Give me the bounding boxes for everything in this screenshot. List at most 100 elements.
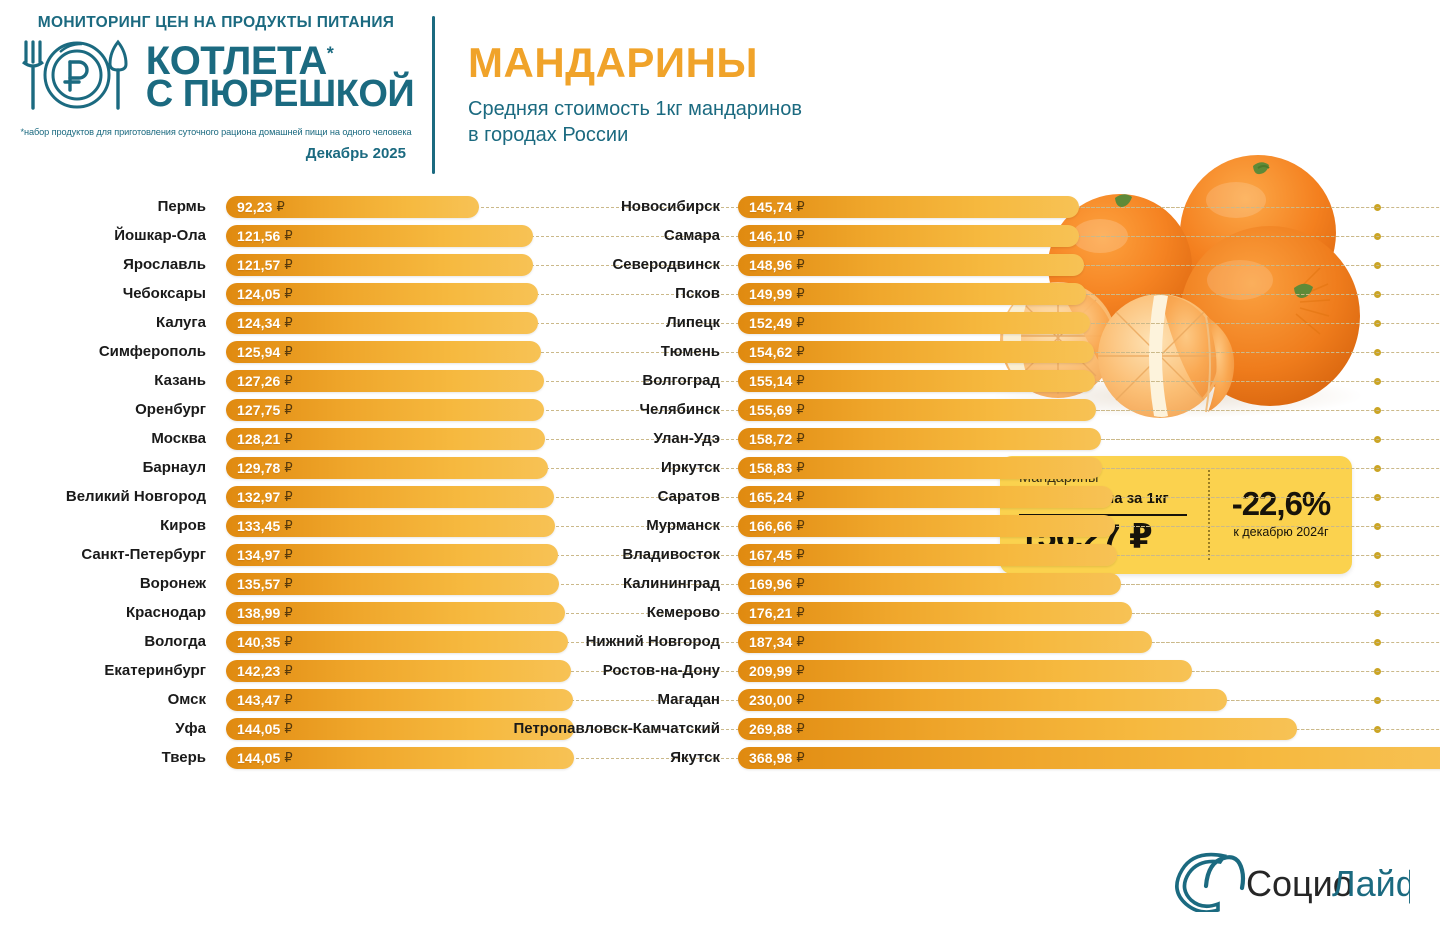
currency-symbol: ₽ [284, 431, 293, 446]
city-label: Саратов [657, 488, 720, 505]
city-label: Иркутск [661, 459, 720, 476]
city-label: Магадан [657, 691, 720, 708]
price-value: 132,97 [237, 489, 281, 505]
currency-symbol: ₽ [796, 460, 805, 475]
price-value: 145,74 [749, 199, 793, 215]
chart-row: Саратов 165,24 ₽ [418, 486, 1440, 515]
city-label: Нижний Новгород [585, 633, 720, 650]
city-label: Великий Новгород [65, 488, 206, 505]
price-bar: 176,21 ₽ [738, 602, 1133, 624]
price-value: 154,62 [749, 344, 793, 360]
price-bar: 368,98 ₽ [738, 747, 1440, 769]
price-value: 133,45 [237, 518, 281, 534]
page-subtitle-line2: в городах России [468, 123, 629, 146]
chart-row: Улан-Удэ 158,72 ₽ [418, 428, 1440, 457]
currency-symbol: ₽ [284, 402, 293, 417]
price-value: 269,88 [749, 721, 793, 737]
city-label: Калининград [622, 575, 720, 592]
chart-row: Петропавловск-Камчатский 269,88 ₽ [418, 718, 1440, 747]
city-label: Липецк [666, 314, 720, 331]
city-label: Волгоград [642, 372, 720, 389]
city-label: Екатеринбург [104, 662, 206, 679]
city-label: Киров [160, 517, 206, 534]
leader-line [738, 265, 1440, 266]
price-bar: 187,34 ₽ [738, 631, 1152, 653]
currency-symbol: ₽ [796, 373, 805, 388]
city-label: Мурманск [646, 517, 720, 534]
currency-symbol: ₽ [796, 547, 805, 562]
price-bar: 158,83 ₽ [738, 457, 1102, 479]
chart-row: Владивосток 167,45 ₽ [418, 544, 1440, 573]
city-label: Москва [151, 430, 206, 447]
page-title: МАНДАРИНЫ [468, 39, 759, 86]
price-value: 148,96 [749, 257, 793, 273]
city-label: Улан-Удэ [653, 430, 720, 447]
city-label: Тверь [161, 749, 206, 766]
brand-logo-row: КОТЛЕТА* С ПЮРЕШКОЙ [20, 36, 415, 119]
price-bar: 133,45 ₽ [226, 515, 555, 537]
brand-block: МОНИТОРИНГ ЦЕН НА ПРОДУКТЫ ПИТАНИЯ [20, 14, 415, 174]
brand-asterisk: * [326, 43, 334, 64]
summary-card-right: -22,6% к декабрю 2024г [1210, 456, 1352, 574]
price-bar: 127,75 ₽ [226, 399, 545, 421]
price-value: 140,35 [237, 634, 281, 650]
page-subtitle: Средняя стоимость 1кг мандаринов в город… [468, 97, 1008, 148]
price-value: 155,14 [749, 373, 793, 389]
brand-tagline: МОНИТОРИНГ ЦЕН НА ПРОДУКТЫ ПИТАНИЯ [37, 14, 395, 31]
chart-row: Липецк 152,49 ₽ [418, 312, 1440, 341]
price-value: 128,21 [237, 431, 281, 447]
chart-row: Челябинск 155,69 ₽ [418, 399, 1440, 428]
city-label: Вологда [144, 633, 206, 650]
price-value: 125,94 [237, 344, 281, 360]
price-bar: 140,35 ₽ [226, 631, 568, 653]
price-value: 230,00 [749, 692, 793, 708]
price-bar: 129,78 ₽ [226, 457, 549, 479]
header-text-block: МАНДАРИНЫ Средняя стоимость 1кг мандарин… [468, 42, 1008, 148]
city-label: Новосибирск [620, 198, 720, 215]
currency-symbol: ₽ [284, 576, 293, 591]
price-bar: 154,62 ₽ [738, 341, 1095, 363]
price-value: 138,99 [237, 605, 281, 621]
price-value: 158,72 [749, 431, 793, 447]
price-value: 143,47 [237, 692, 281, 708]
currency-symbol: ₽ [284, 228, 293, 243]
city-label: Якутск [670, 749, 720, 766]
summary-change-period: к декабрю 2024г [1233, 525, 1329, 539]
chart-row: Самара 146,10 ₽ [418, 225, 1440, 254]
price-value: 129,78 [237, 460, 281, 476]
brand-date: Декабрь 2025 [305, 145, 406, 162]
price-bar: 132,97 ₽ [226, 486, 554, 508]
chart-row: Иркутск 158,83 ₽ [418, 457, 1440, 486]
city-label: Ростов-на-Дону [602, 662, 720, 679]
currency-symbol: ₽ [276, 199, 285, 214]
price-bar: 152,49 ₽ [738, 312, 1091, 334]
price-bar: 169,96 ₽ [738, 573, 1122, 595]
city-label: Северодвинск [612, 256, 720, 273]
price-value: 187,34 [749, 634, 793, 650]
logo-text-teal: Лайф [1332, 863, 1410, 904]
chart-row: Мурманск 166,66 ₽ [418, 515, 1440, 544]
currency-symbol: ₽ [796, 402, 805, 417]
price-bar: 149,99 ₽ [738, 283, 1087, 305]
brand-name-line1: КОТЛЕТА* [145, 38, 334, 83]
price-bar: 144,05 ₽ [226, 718, 575, 740]
currency-symbol: ₽ [284, 344, 293, 359]
price-value: 124,05 [237, 286, 281, 302]
city-label: Казань [154, 372, 206, 389]
price-value: 92,23 [237, 199, 273, 215]
price-bar: 209,99 ₽ [738, 660, 1192, 682]
price-bar: 138,99 ₽ [226, 602, 566, 624]
sociolife-logo: Социо Лайф [1170, 846, 1410, 912]
price-value: 142,23 [237, 663, 281, 679]
price-value: 144,05 [237, 750, 281, 766]
city-label: Владивосток [622, 546, 720, 563]
currency-symbol: ₽ [796, 634, 805, 649]
chart-row: Якутск 368,98 ₽ [418, 747, 1440, 776]
currency-symbol: ₽ [796, 431, 805, 446]
price-bar: 155,69 ₽ [738, 399, 1097, 421]
currency-symbol: ₽ [284, 750, 293, 765]
price-value: 124,34 [237, 315, 281, 331]
currency-symbol: ₽ [284, 315, 293, 330]
currency-symbol: ₽ [796, 199, 805, 214]
price-bar: 92,23 ₽ [226, 196, 480, 218]
